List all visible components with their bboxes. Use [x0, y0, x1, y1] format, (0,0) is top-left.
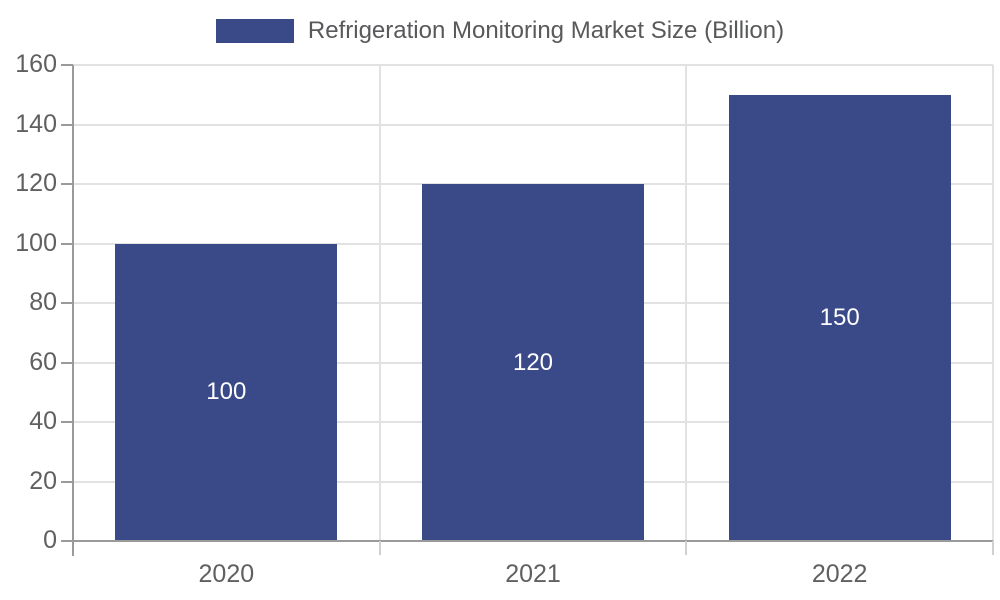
bar-value-label: 100 — [206, 378, 247, 406]
y-axis-line — [72, 65, 74, 556]
y-tick-label: 100 — [15, 228, 57, 257]
y-axis-tick — [61, 183, 73, 185]
x-tick-label: 2022 — [811, 560, 868, 588]
y-tick-label: 0 — [43, 526, 57, 554]
x-axis-tick — [378, 541, 381, 555]
x-tick-label: 2021 — [505, 560, 561, 588]
y-tick-label: 120 — [15, 169, 57, 197]
y-axis-tick — [61, 242, 73, 245]
y-axis-tick — [61, 361, 73, 364]
x-axis-tick — [685, 541, 688, 555]
y-tick-label: 80 — [29, 288, 57, 316]
y-axis-tick — [61, 421, 73, 423]
bar-2020[interactable]: 100 — [115, 243, 338, 541]
legend[interactable]: Refrigeration Monitoring Market Size (Bi… — [0, 12, 1000, 50]
legend-swatch-icon — [215, 19, 294, 43]
gridline-vertical — [685, 65, 688, 541]
y-tick-label: 20 — [29, 466, 57, 495]
y-tick-label: 60 — [29, 347, 57, 376]
x-axis-tick — [992, 541, 994, 555]
y-axis-tick — [61, 540, 73, 542]
bar-2021[interactable]: 120 — [422, 184, 644, 541]
gridline-vertical — [378, 65, 381, 541]
gridline-horizontal — [73, 64, 993, 66]
bar-2022[interactable]: 150 — [728, 94, 951, 541]
y-tick-label: 40 — [29, 407, 57, 435]
x-tick-label: 2020 — [198, 560, 255, 588]
x-axis-line — [61, 540, 993, 542]
legend-label: Refrigeration Monitoring Market Size (Bi… — [307, 17, 785, 44]
bar-value-label: 150 — [819, 303, 860, 331]
y-axis-tick — [61, 123, 73, 126]
y-tick-label: 160 — [15, 50, 57, 78]
gridline-vertical — [992, 65, 994, 541]
y-axis-tick — [61, 302, 73, 304]
y-axis-tick — [61, 64, 73, 66]
y-tick-label: 140 — [15, 109, 57, 138]
bar-value-label: 120 — [512, 348, 554, 376]
y-axis-tick — [61, 480, 73, 483]
